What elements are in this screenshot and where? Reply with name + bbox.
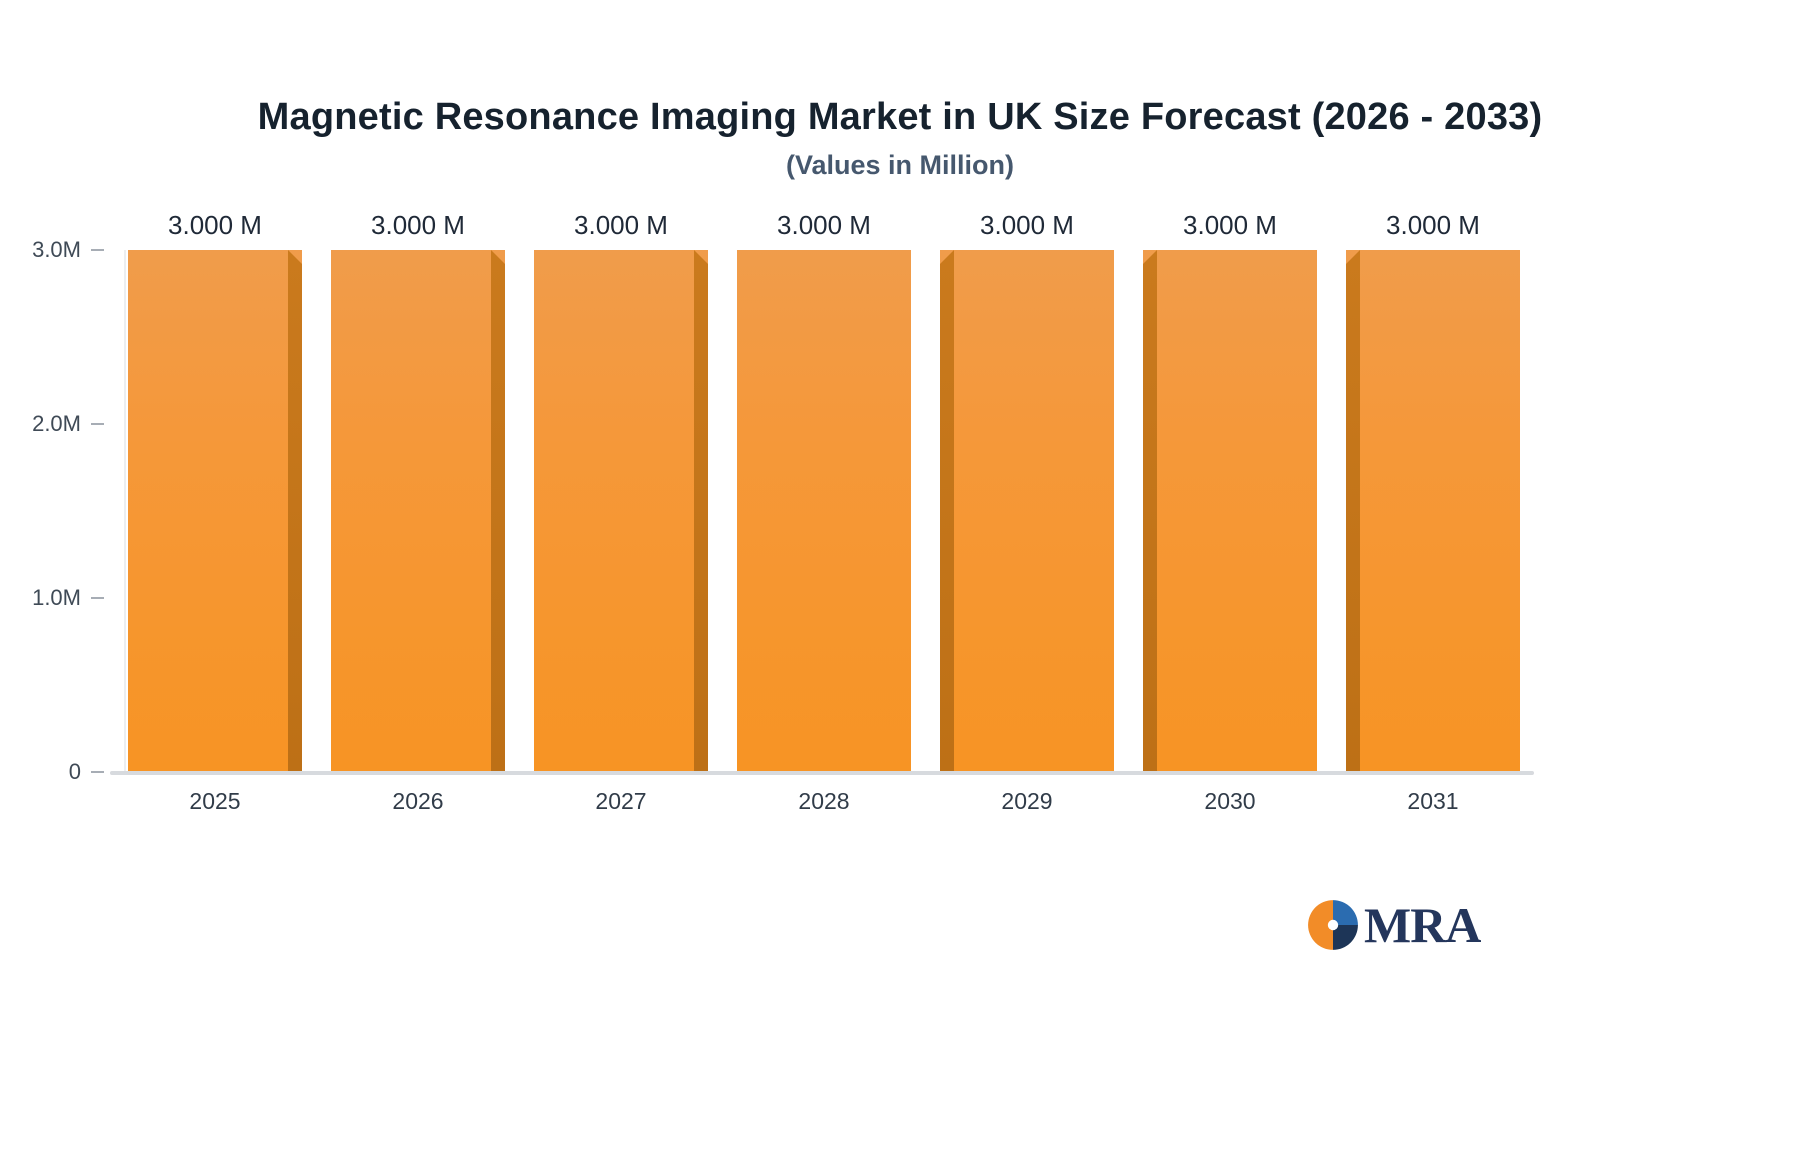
y-axis: 0 1.0M 2.0M 3.0M <box>0 237 104 784</box>
y-axis-tick-mark <box>91 771 104 773</box>
bar-value-label: 3.000 M <box>574 210 668 240</box>
y-axis-tick-mark <box>91 597 104 599</box>
y-axis-tick: 1.0M <box>32 585 104 610</box>
x-axis-label: 2029 <box>1001 788 1053 814</box>
bar-value-label: 3.000 M <box>980 210 1074 240</box>
y-axis-tick: 0 <box>68 759 104 784</box>
x-axis-line <box>110 771 1534 775</box>
y-axis-tick-label: 2.0M <box>32 411 81 436</box>
x-axis-label: 2027 <box>595 788 647 814</box>
y-axis-tick-label: 1.0M <box>32 585 81 610</box>
plot-area: 3.000 M 3.000 M 3.000 M 3.000 M 3.000 M 3.000… <box>128 210 1520 771</box>
y-axis-tick: 3.0M <box>32 237 104 262</box>
bar-value-label: 3.000 M <box>1183 210 1277 240</box>
x-axis-label: 2030 <box>1204 788 1256 814</box>
bar-2028: 3.000 M <box>737 210 911 771</box>
bar-2025: 3.000 M <box>128 210 302 771</box>
mra-logo: MRA <box>1306 897 1481 953</box>
y-axis-line <box>124 250 126 772</box>
bar-2027: 3.000 M <box>534 210 708 771</box>
mra-pie-logo-icon <box>1308 900 1358 950</box>
x-axis-label: 2026 <box>392 788 444 814</box>
bar-2030: 3.000 M <box>1143 210 1317 771</box>
x-axis-label: 2025 <box>189 788 241 814</box>
y-axis-tick-mark <box>91 249 104 251</box>
bar-2031: 3.000 M <box>1346 210 1520 771</box>
bar-value-label: 3.000 M <box>777 210 871 240</box>
x-axis-labels: 2025 2026 2027 2028 2029 2030 2031 <box>128 788 1520 815</box>
bar-value-label: 3.000 M <box>1386 210 1480 240</box>
chart-subtitle: (Values in Million) <box>785 150 1015 180</box>
chart-title: Magnetic Resonance Imaging Market in UK … <box>257 96 1543 138</box>
y-axis-tick: 2.0M <box>32 411 104 436</box>
bar-2026: 3.000 M <box>331 210 505 771</box>
x-axis-label: 2031 <box>1407 788 1459 814</box>
bar-value-label: 3.000 M <box>371 210 465 240</box>
bar-value-label: 3.000 M <box>168 210 262 240</box>
x-axis-label: 2028 <box>798 788 850 814</box>
y-axis-tick-label: 3.0M <box>32 237 81 262</box>
y-axis-tick-label: 0 <box>68 759 81 784</box>
y-axis-tick-mark <box>91 423 104 425</box>
bar-2029: 3.000 M <box>940 210 1114 771</box>
mra-logo-text: MRA <box>1364 897 1481 953</box>
